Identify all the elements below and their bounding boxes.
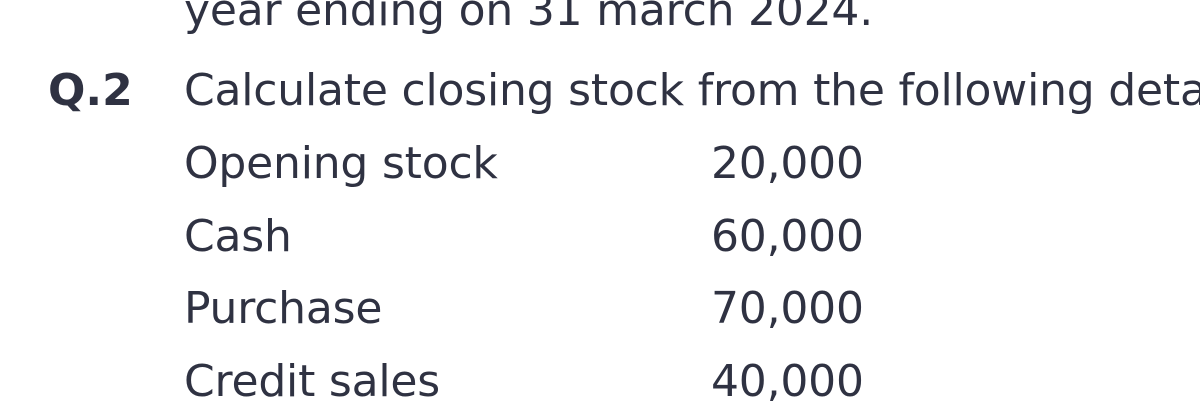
detail-row: Cash 60,000 (0, 210, 1200, 288)
detail-row: Credit sales 40,000 (0, 355, 1200, 411)
detail-row: Purchase 70,000 (0, 287, 1200, 360)
detail-label: Cash (184, 210, 292, 262)
detail-label: Credit sales (184, 355, 441, 407)
detail-amount: 20,000 (711, 138, 864, 189)
detail-amount: 60,000 (711, 210, 864, 262)
detail-amount: 40,000 (711, 355, 864, 407)
previous-question-continuation-text: year ending on 31 march 2024. (184, 0, 874, 36)
question-prompt-text: Calculate closing stock from the followi… (184, 65, 1200, 116)
detail-label: Purchase (184, 283, 383, 334)
detail-row: Opening stock 20,000 (0, 142, 1200, 215)
question-row: Q.2 Calculate closing stock from the fol… (0, 69, 1200, 115)
details-list: Opening stock 20,000 Cash 60,000 Purchas… (0, 142, 1200, 411)
detail-amount: 70,000 (711, 283, 864, 334)
detail-label: Opening stock (184, 138, 498, 189)
question-number-label: Q.2 (48, 65, 133, 116)
